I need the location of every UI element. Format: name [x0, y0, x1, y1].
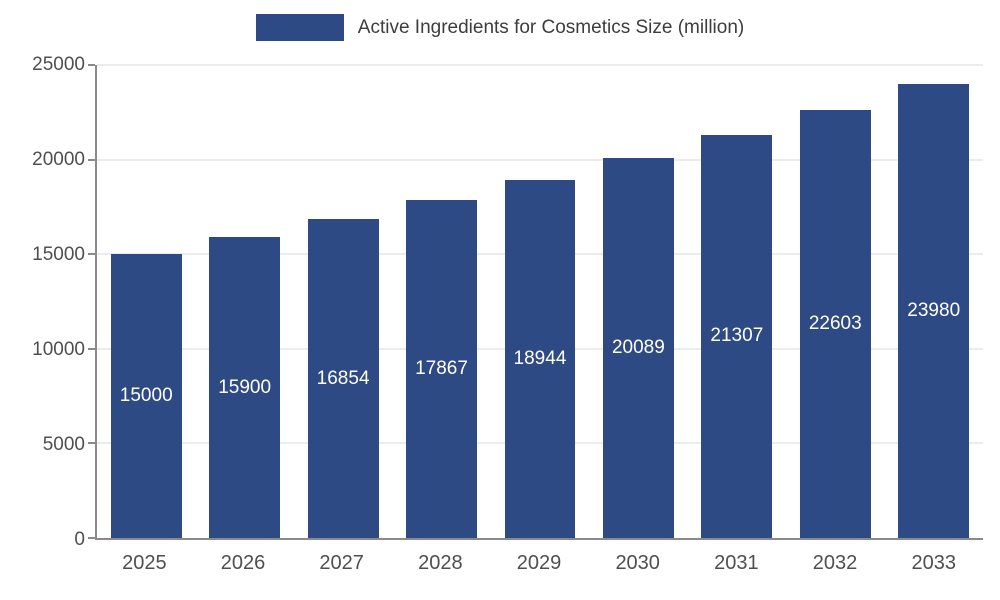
bar-slot: 18944 — [491, 65, 589, 538]
x-tick-label: 2033 — [911, 552, 956, 574]
x-tick-label: 2029 — [516, 552, 562, 574]
bar-value-label: 15000 — [119, 385, 173, 407]
plot-area: 15000 15900 16854 17867 18944 20089 21307 22603… — [88, 64, 983, 540]
y-tick-mark — [88, 347, 95, 350]
bar-value-label: 16854 — [316, 367, 370, 389]
bar-slot: 16854 — [294, 65, 392, 538]
bar: 16854 — [307, 219, 379, 538]
bar: 17867 — [406, 199, 477, 538]
bar-value-label: 21307 — [710, 325, 764, 347]
y-tick-label: 0 — [74, 529, 85, 550]
legend-label: Active Ingredients for Cosmetics Size (m… — [357, 16, 745, 38]
x-tick-label: 2030 — [615, 552, 660, 574]
x-axis-labels: 2025 2026 2027 2028 2029 2030 2031 2032 2033 — [95, 552, 983, 575]
x-tick-label: 2028 — [418, 552, 463, 574]
bar-value-label: 20089 — [611, 336, 665, 358]
y-tick-label: 15000 — [32, 244, 85, 265]
x-tick-label: 2031 — [714, 552, 759, 574]
gridline — [97, 159, 983, 161]
bar-slot: 17867 — [392, 65, 490, 538]
legend-swatch — [255, 14, 344, 41]
bar-value-label: 15900 — [218, 376, 272, 398]
bar-slot: 23980 — [885, 65, 983, 538]
bar-value-label: 23980 — [907, 300, 961, 322]
y-tick-mark — [88, 64, 95, 66]
y-tick-label: 25000 — [32, 54, 85, 75]
y-tick-mark — [88, 442, 95, 445]
y-tick-mark — [88, 158, 95, 161]
bar-value-label: 18944 — [513, 347, 567, 369]
y-tick-label: 20000 — [32, 149, 85, 170]
bar: 18944 — [504, 179, 576, 538]
bar: 15000 — [110, 254, 182, 538]
y-tick-label: 5000 — [42, 434, 85, 455]
y-tick-mark — [88, 253, 95, 256]
bar: 20089 — [602, 157, 674, 538]
x-tick-label: 2025 — [122, 552, 167, 574]
bar-slot: 21307 — [688, 65, 786, 538]
bar: 15900 — [209, 237, 281, 538]
y-tick-label: 10000 — [32, 339, 85, 360]
bar-slot: 15900 — [195, 65, 293, 538]
bar: 21307 — [701, 134, 773, 538]
y-tick-mark — [88, 537, 95, 539]
legend: Active Ingredients for Cosmetics Size (m… — [0, 14, 1000, 41]
bar-slot: 15000 — [97, 65, 195, 538]
bar: 23980 — [898, 84, 970, 538]
bar-slot: 22603 — [786, 65, 884, 538]
bar: 22603 — [799, 110, 871, 538]
bars-row: 15000 15900 16854 17867 18944 20089 21307 22603… — [97, 65, 983, 538]
x-tick-label: 2032 — [812, 552, 858, 574]
x-tick-label: 2026 — [220, 552, 266, 574]
y-axis-labels: 0 5000 10000 15000 20000 25000 — [0, 54, 85, 550]
gridline — [97, 64, 983, 66]
bar-value-label: 22603 — [808, 313, 862, 335]
bar-slot: 20089 — [589, 65, 687, 538]
bar-value-label: 17867 — [415, 357, 468, 379]
x-tick-label: 2027 — [319, 552, 364, 574]
